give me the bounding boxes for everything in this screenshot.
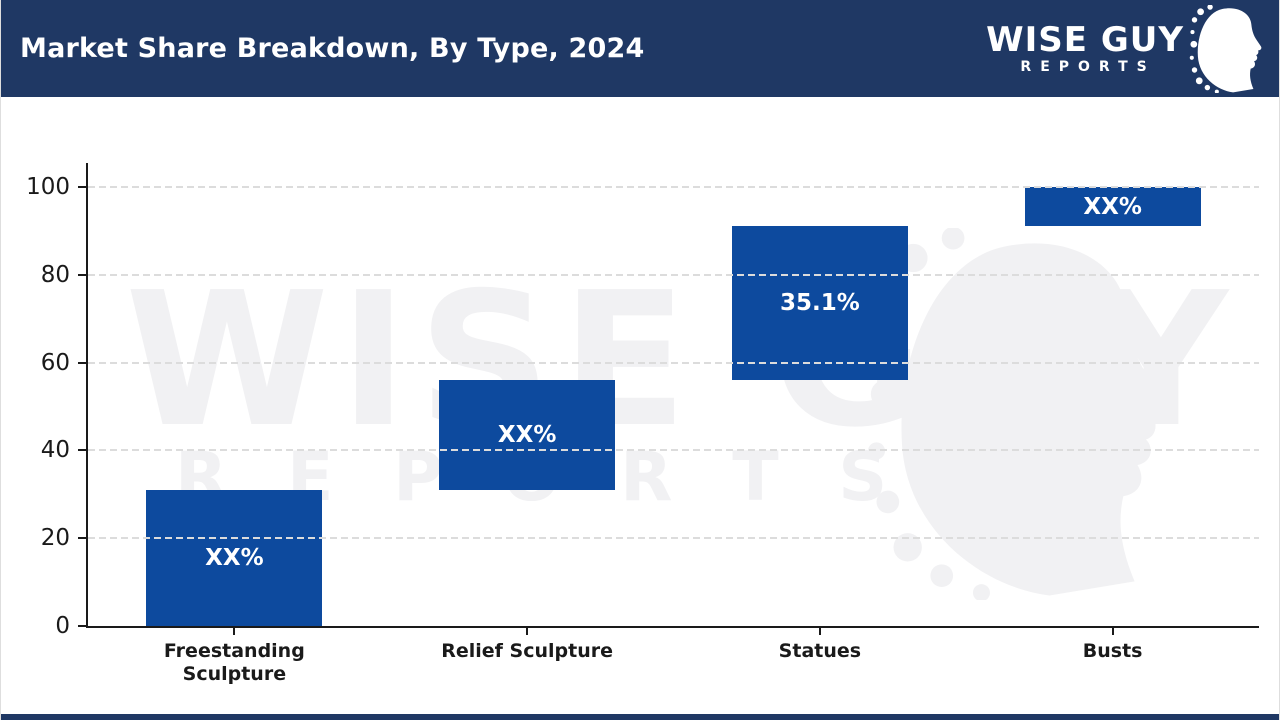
gridline — [88, 361, 1259, 364]
gridline — [88, 186, 1259, 188]
bar-value-label: XX% — [205, 544, 264, 571]
y-tick-label: 20 — [40, 525, 70, 552]
y-tick-mark — [78, 273, 86, 276]
footer-bar — [0, 714, 1280, 720]
wiseguy-head-icon — [1189, 4, 1262, 93]
y-tick-mark — [78, 186, 86, 188]
watermark-head-icon — [868, 228, 1169, 600]
logo-subtitle: REPORTS — [1020, 59, 1156, 75]
x-category-label: Busts — [1082, 640, 1143, 662]
page-title: Market Share Breakdown, By Type, 2024 — [20, 33, 645, 64]
x-tick-mark — [526, 628, 529, 635]
bar-segment: XX% — [439, 380, 616, 490]
x-category-label: Statues — [778, 640, 862, 662]
y-tick-label: 40 — [40, 437, 70, 464]
y-tick-label: 80 — [40, 261, 70, 288]
header-bar: Market Share Breakdown, By Type, 2024 WI… — [0, 0, 1280, 97]
y-tick-mark — [78, 449, 86, 452]
wiseguy-logo: WISE GUY REPORTS — [986, 0, 1266, 97]
x-tick-mark — [233, 628, 236, 635]
bar-segment: XX% — [1024, 187, 1201, 227]
gridline — [88, 449, 1259, 452]
logo-text: WISE GUY REPORTS — [986, 22, 1184, 75]
bar-value-label: XX% — [1083, 193, 1142, 220]
x-axis-line — [86, 626, 1259, 628]
y-tick-mark — [78, 625, 86, 627]
bar-value-label: XX% — [497, 422, 557, 449]
y-tick-label: 100 — [26, 174, 70, 200]
bar-segment: XX% — [146, 489, 323, 626]
gridline — [88, 537, 1259, 540]
bar-segment: 35.1% — [731, 226, 908, 381]
x-tick-mark — [818, 628, 821, 635]
x-tick-mark — [1111, 628, 1114, 635]
y-axis-line — [86, 163, 88, 628]
y-tick-mark — [78, 361, 86, 364]
y-tick-mark — [78, 537, 86, 540]
x-category-label: Freestanding Sculpture — [163, 640, 305, 685]
bar-value-label: 35.1% — [779, 290, 860, 317]
y-tick-label: 0 — [55, 613, 70, 639]
y-tick-label: 60 — [40, 349, 70, 376]
logo-wordmark: WISE GUY — [986, 20, 1184, 60]
gridline — [88, 273, 1259, 276]
x-category-label: Relief Sculpture — [441, 640, 613, 662]
